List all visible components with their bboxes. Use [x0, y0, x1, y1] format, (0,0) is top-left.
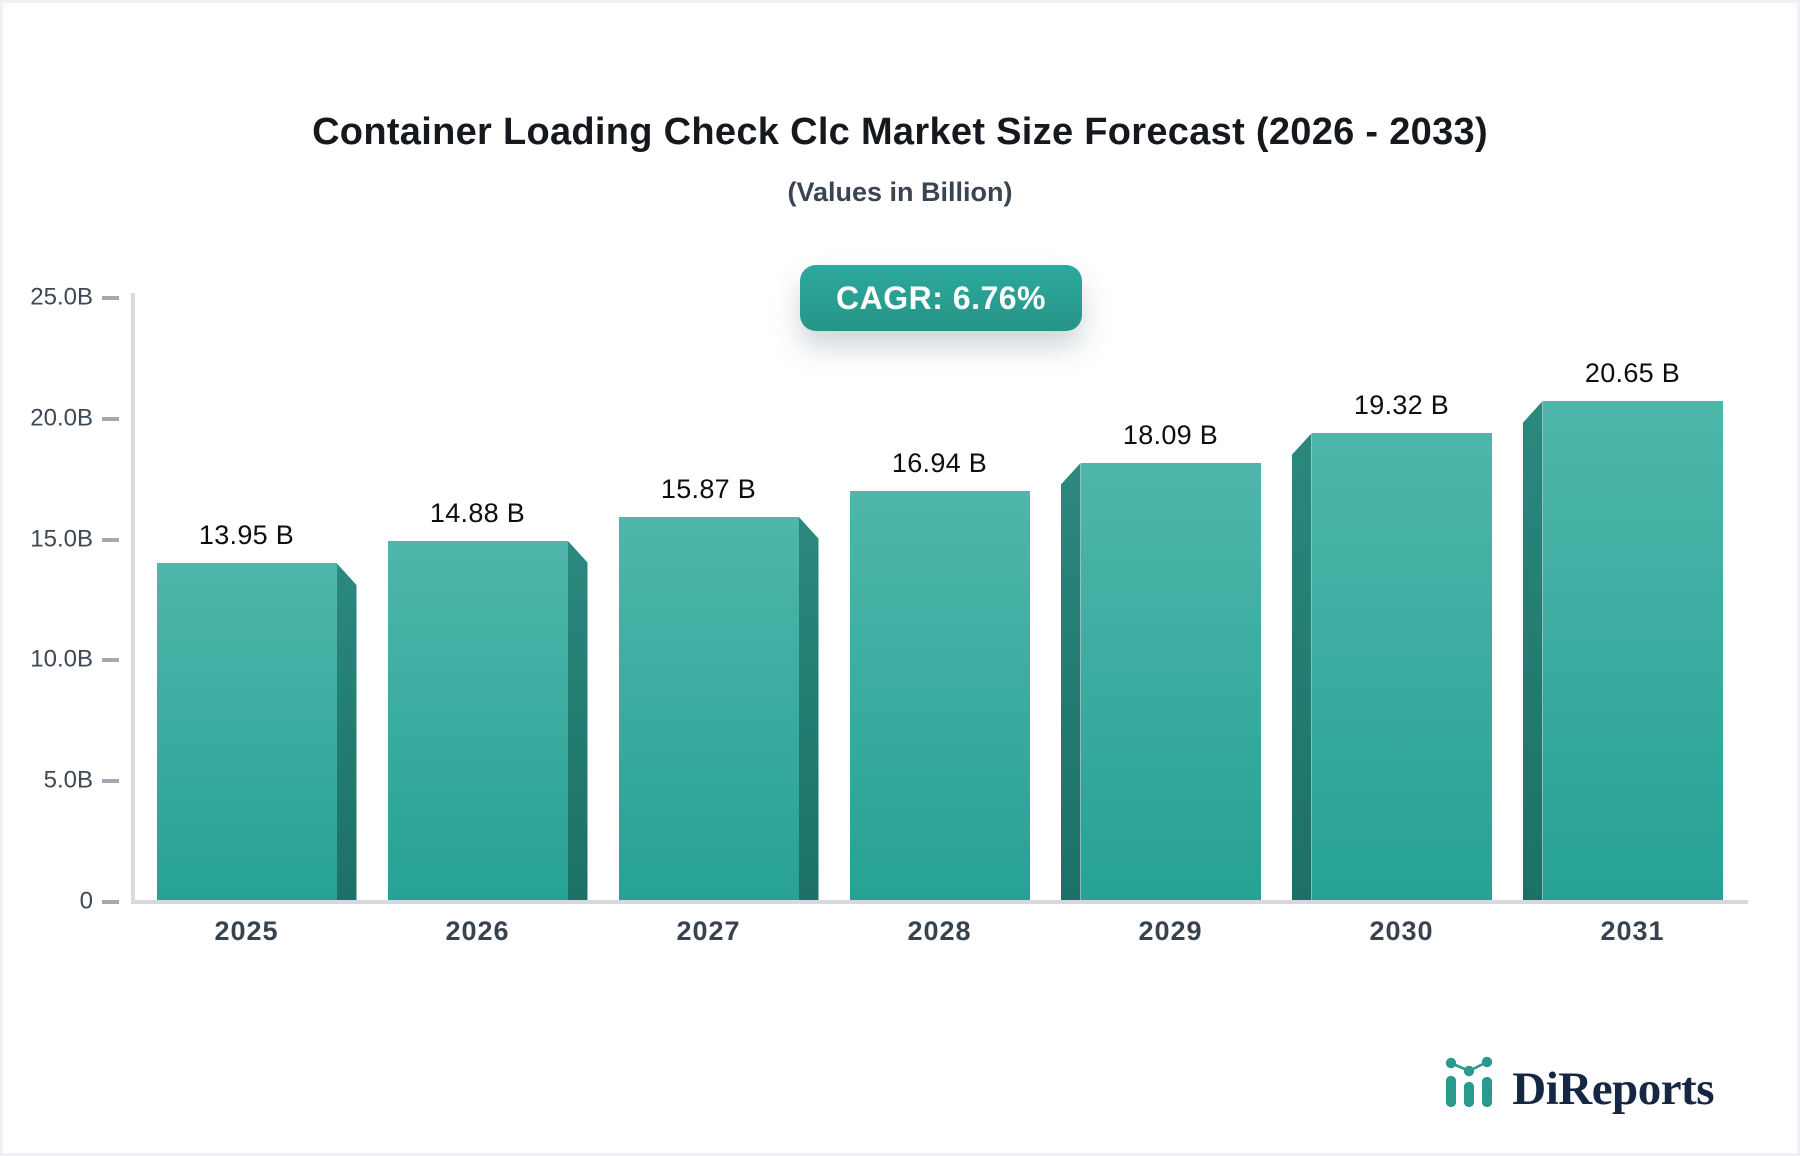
y-tick-dash — [102, 658, 119, 663]
x-axis-label: 2026 — [445, 916, 510, 946]
bar-face — [387, 540, 568, 900]
bar-side-shadow — [798, 516, 819, 900]
bar-side-shadow — [336, 562, 357, 900]
y-tick-dash — [102, 779, 119, 784]
direports-logo: DiReports — [1442, 1054, 1714, 1115]
y-tick-label: 0 — [79, 887, 93, 915]
x-axis-label: 2029 — [1138, 916, 1203, 946]
bar-face — [1542, 401, 1723, 900]
y-tick-label: 10.0B — [30, 645, 93, 673]
bar-group: 15.87 B 2027 — [593, 298, 824, 946]
bar-value-label: 13.95 B — [198, 519, 295, 550]
x-axis-label: 2025 — [214, 916, 279, 946]
chart-subtitle: (Values in Billion) — [787, 177, 1013, 207]
bar-face — [849, 490, 1030, 900]
mini-bar-chart-icon — [1446, 1056, 1493, 1107]
bar-side-shadow — [1060, 462, 1081, 900]
bar-group: 20.65 B 2031 — [1517, 298, 1748, 946]
bar-side-shadow — [1522, 401, 1543, 900]
x-axis-label: 2028 — [907, 916, 972, 946]
y-tick-label: 15.0B — [30, 525, 93, 553]
y-tick-dash — [102, 296, 119, 300]
bar-group: 19.32 B 2030 — [1286, 298, 1517, 946]
bar-group: 14.88 B 2026 — [362, 298, 593, 946]
bar-value-label: 19.32 B — [1353, 390, 1450, 421]
bar-group: 16.94 B 2028 — [824, 298, 1055, 946]
bar-value-label: 15.87 B — [660, 473, 757, 504]
bar-series: 13.95 B 2025 14.88 B 2026 15.87 B 2027 16.94 B… — [131, 298, 1748, 946]
logo-wordmark: DiReports — [1512, 1062, 1714, 1115]
y-tick-label: 25.0B — [30, 283, 93, 311]
y-axis-line — [131, 293, 135, 902]
y-tick-dash — [102, 416, 119, 421]
y-tick-dash — [102, 537, 119, 542]
bar-value-label: 14.88 B — [429, 497, 526, 528]
x-axis-label: 2031 — [1600, 916, 1665, 946]
bar-face — [156, 562, 337, 900]
bar-face — [1080, 462, 1261, 900]
bar-side-shadow — [567, 540, 588, 900]
bar-group: 13.95 B 2025 — [131, 298, 362, 946]
bar-face — [618, 516, 799, 900]
chart-canvas: Container Loading Check Clc Market Size … — [3, 3, 1797, 1153]
bar-value-label: 20.65 B — [1584, 358, 1681, 389]
bar-value-label: 16.94 B — [891, 447, 988, 478]
plot-area: 25.0B 20.0B 15.0B 10.0B 5.0B 0 13.95 B 2025 14.… — [30, 283, 1748, 946]
chart-title: Container Loading Check Clc Market Size … — [312, 111, 1488, 153]
bar-group: 18.09 B 2029 — [1055, 298, 1286, 946]
x-axis-line — [131, 900, 1748, 904]
x-axis-label: 2027 — [676, 916, 741, 946]
y-tick-label: 5.0B — [43, 766, 93, 794]
x-axis-label: 2030 — [1369, 916, 1434, 946]
y-tick-dash — [102, 900, 119, 904]
bar-face — [1311, 433, 1492, 900]
bar-value-label: 18.09 B — [1122, 419, 1219, 450]
y-tick-label: 20.0B — [30, 404, 93, 432]
cagr-badge: CAGR: 6.76% — [800, 265, 1082, 331]
bar-side-shadow — [1291, 433, 1312, 900]
